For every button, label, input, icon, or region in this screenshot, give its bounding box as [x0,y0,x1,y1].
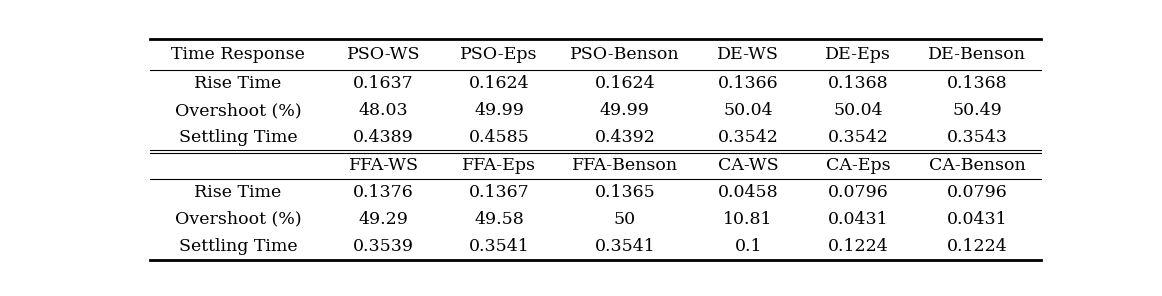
Text: 0.0431: 0.0431 [829,211,889,228]
Text: 0.1224: 0.1224 [947,238,1007,255]
Text: 0.3542: 0.3542 [718,129,779,147]
Text: 0.3539: 0.3539 [353,238,414,255]
Text: 49.29: 49.29 [359,211,409,228]
Text: 0.1376: 0.1376 [353,184,414,201]
Text: 0.1368: 0.1368 [947,75,1007,92]
Text: Time Response: Time Response [171,46,304,63]
Text: 0.1624: 0.1624 [595,75,655,92]
Text: 0.1: 0.1 [734,238,762,255]
Text: 0.1365: 0.1365 [595,184,655,201]
Text: CA-Benson: CA-Benson [928,157,1026,173]
Text: 0.4585: 0.4585 [468,129,530,147]
Text: 0.1637: 0.1637 [353,75,414,92]
Text: 0.3542: 0.3542 [827,129,889,147]
Text: 0.0458: 0.0458 [718,184,779,201]
Text: 0.0431: 0.0431 [947,211,1007,228]
Text: CA-Eps: CA-Eps [826,157,890,173]
Text: CA-WS: CA-WS [718,157,779,173]
Text: 10.81: 10.81 [724,211,773,228]
Text: Settling Time: Settling Time [179,238,297,255]
Text: 50.04: 50.04 [833,102,883,119]
Text: 0.1224: 0.1224 [827,238,889,255]
Text: FFA-WS: FFA-WS [349,157,418,173]
Text: Settling Time: Settling Time [179,129,297,147]
Text: Rise Time: Rise Time [194,75,281,92]
Text: 50: 50 [614,211,636,228]
Text: FFA-Eps: FFA-Eps [462,157,536,173]
Text: 0.1368: 0.1368 [829,75,889,92]
Text: 0.1366: 0.1366 [718,75,779,92]
Text: 0.3543: 0.3543 [947,129,1007,147]
Text: 49.99: 49.99 [600,102,650,119]
Text: 0.0796: 0.0796 [947,184,1007,201]
Text: 49.58: 49.58 [474,211,524,228]
Text: DE-Eps: DE-Eps [825,46,891,63]
Text: 50.49: 50.49 [953,102,1002,119]
Text: 0.4392: 0.4392 [595,129,655,147]
Text: 50.04: 50.04 [723,102,773,119]
Text: DE-Benson: DE-Benson [928,46,1026,63]
Text: DE-WS: DE-WS [717,46,779,63]
Text: 0.3541: 0.3541 [595,238,655,255]
Text: Overshoot (%): Overshoot (%) [174,211,301,228]
Text: 0.1624: 0.1624 [468,75,530,92]
Text: Rise Time: Rise Time [194,184,281,201]
Text: PSO-WS: PSO-WS [347,46,421,63]
Text: FFA-Benson: FFA-Benson [572,157,677,173]
Text: 0.3541: 0.3541 [468,238,530,255]
Text: PSO-Benson: PSO-Benson [571,46,680,63]
Text: 49.99: 49.99 [474,102,524,119]
Text: 0.4389: 0.4389 [353,129,414,147]
Text: PSO-Eps: PSO-Eps [460,46,538,63]
Text: 48.03: 48.03 [359,102,409,119]
Text: 0.1367: 0.1367 [468,184,530,201]
Text: 0.0796: 0.0796 [827,184,889,201]
Text: Overshoot (%): Overshoot (%) [174,102,301,119]
